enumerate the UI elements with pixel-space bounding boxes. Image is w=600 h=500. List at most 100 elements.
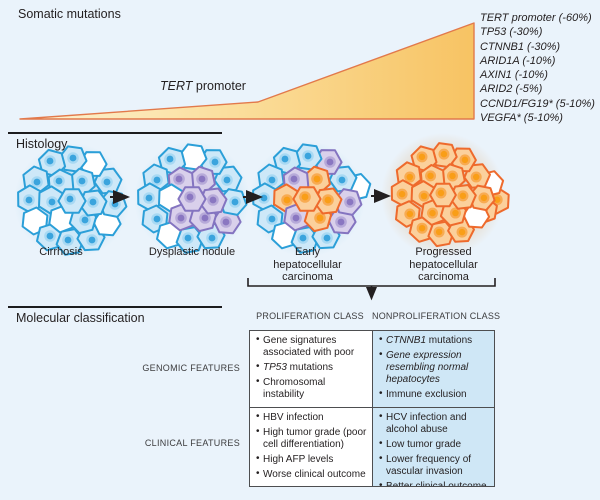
feature-item: High tumor grade (poor cell differentiat… [256,426,369,451]
gene-name-suffix: promoter [192,79,246,93]
dysplastic-nodule-cluster [137,143,248,254]
cell-nucleolus [223,176,231,184]
cell-clusters [17,142,510,256]
cell-nucleolus [313,175,321,183]
feature-item: Immune exclusion [379,388,491,401]
cell-nucleolus [111,200,119,208]
stage-label-cirrhosis: Cirrhosis [39,246,83,258]
cell-nucleolus [166,155,174,163]
mutation-frequency-wedge [19,22,475,120]
cell-nucleolus [69,154,77,162]
cell-nucleolus [201,214,209,222]
feature-item: High AFP levels [256,453,369,466]
cell-nucleolus [231,198,239,206]
cell-nucleolus [304,152,312,160]
cell-nucleolus [177,214,185,222]
stage-label-dysplastic-nodule: Dysplastic nodule [148,246,236,258]
cell-nucleolus [452,209,459,217]
gene-line: CTNNB1 (-30%) [480,40,561,53]
row-header-genomic-features: GENOMIC FEATURES [142,363,240,373]
gene-line: TERT promoter (-60%) [480,12,592,24]
cell-nucleolus [435,228,443,236]
cell-nucleolus [175,175,183,183]
cell-nucleolus [222,218,230,226]
cell-nucleolus [290,175,298,183]
cell-nucleolus [324,196,332,204]
gene-line: AXIN1 (-10%) [480,69,548,82]
cell-nucleolus [208,234,216,242]
cell-nucleolus [427,172,434,180]
column-header-proliferation-class: PROLIFERATION CLASS [256,311,364,321]
cell-nucleolus [260,194,268,202]
cell-nucleolus [406,173,414,181]
feature-item: HCV infection and alcohol abuse [379,411,491,436]
cell-nucleolus [480,194,488,202]
cell-nucleolus [338,176,346,184]
section-divider [8,132,222,134]
cell-nucleolus [33,178,41,186]
gene-line: ARID1A (-10%) [480,54,556,67]
cell-nucleolus [48,198,56,206]
cell-nucleolus [153,176,161,184]
cell-nucleolus [461,156,469,164]
cell-nucleolus [186,193,194,201]
feature-item: Chromosomal instability [256,376,369,401]
progression-arrows [110,189,391,204]
wedge-label-tert-promoter: TERT promoter [128,79,278,93]
cell-nucleolus [346,198,354,206]
cell-nucleolus [64,236,72,244]
column-header-nonproliferation-class: NONPROLIFERATION CLASS [372,311,501,321]
cell-nucleolus [323,234,331,242]
feature-item: CTNNB1 mutations [379,334,491,347]
cell-nucleolus [418,153,426,161]
stage-label-progressed-hcc: Progressed hepatocellular carcinoma [409,246,478,283]
cell-nucleolus [46,157,54,165]
cell-nucleolus [316,214,324,222]
cell-nucleolus [89,198,97,206]
cell-nucleolus [55,177,63,185]
feature-item: HBV infection [256,411,369,424]
cell-clinical-nonproliferation: HCV infection and alcohol abuse Low tumo… [372,407,494,486]
cell-nucleolus [88,236,96,244]
cell-nucleolus [268,215,276,223]
cell-nucleolus [184,234,192,242]
cell-nucleolus [145,194,153,202]
cell-nucleolus [268,176,276,184]
cell-nucleolus [81,216,89,224]
stage-label-early-hcc: Early hepatocellular carcinoma [273,246,342,283]
section-divider [8,306,222,308]
gene-line: VEGFA* (5-10%) [480,112,563,125]
cell-nucleolus [337,218,345,226]
section-title-molecular-classification: Molecular classification [16,311,145,325]
cell-nucleolus [459,192,467,200]
feature-item: Gene expression resembling normal hepato… [379,349,491,386]
row-header-clinical-features: CLINICAL FEATURES [144,438,240,448]
feature-item: Better clinical outcome [379,480,491,486]
cell-nucleolus [46,232,54,240]
cell-nucleolus [406,210,414,218]
cell-nucleolus [103,178,111,186]
cell-nucleolus [437,189,445,197]
gene-line: TP53 (-30%) [480,26,543,39]
gene-line: ARID2 (-5%) [480,83,543,96]
cell-genomic-proliferation: Gene signatures associated with poor TP5… [250,331,372,407]
gene-name-tert: TERT [160,79,193,93]
cell-genomic-nonproliferation: CTNNB1 mutations Gene expression resembl… [372,331,494,407]
cell-clinical-proliferation: HBV infection High tumor grade (poor cel… [250,407,372,486]
cell-nucleolus [198,175,206,183]
cell-nucleolus [301,193,309,201]
cell-nucleolus [211,158,219,166]
mutation-gene-list: TERT promoter (-60%) TP53 (-30%) CTNNB1 … [480,11,595,125]
feature-item: Lower frequency of vascular invasion [379,453,491,478]
cell-nucleolus [429,209,436,217]
cell-nucleolus [440,150,448,158]
cirrhosis-cluster [17,145,128,256]
feature-item: Gene signatures associated with poor [256,334,369,359]
cell-nucleolus [25,196,33,204]
cell-nucleolus [493,196,501,203]
section-title-somatic-mutations: Somatic mutations [18,7,121,21]
feature-item: Low tumor grade [379,438,491,451]
cell-nucleolus [418,224,426,232]
